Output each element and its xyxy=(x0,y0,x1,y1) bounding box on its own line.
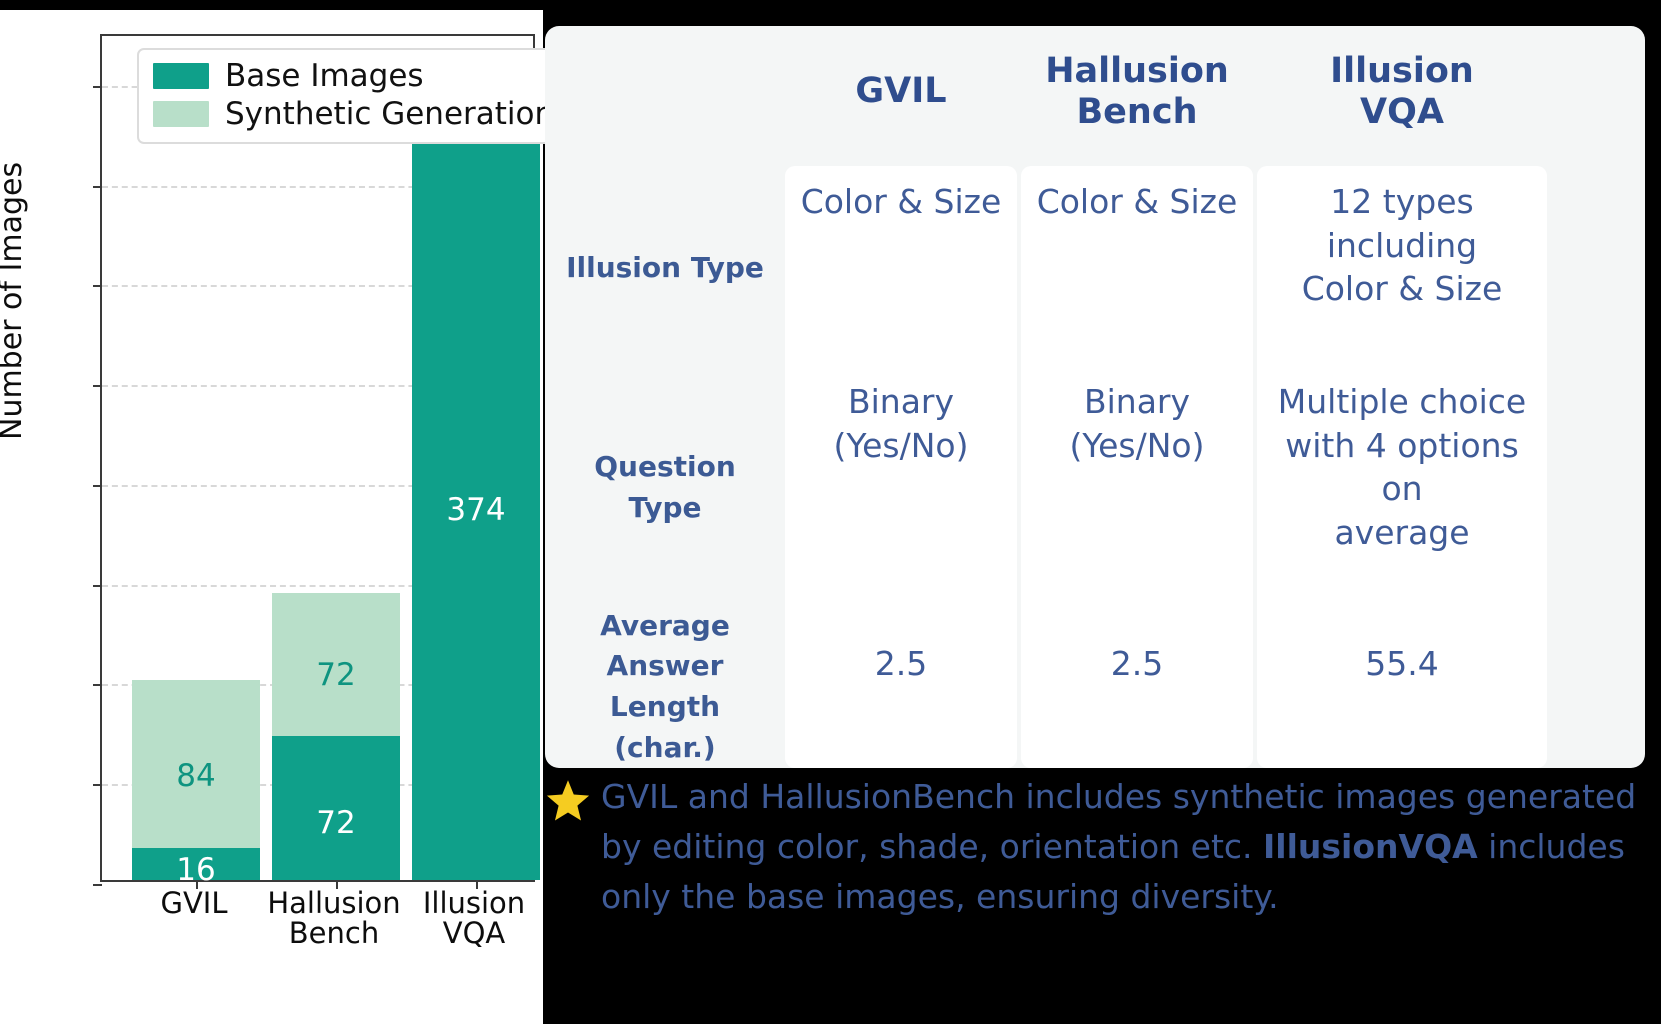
table-cell-question-type-hallusionbench: Binary (Yes/No) xyxy=(1021,370,1253,606)
x-tick-mark xyxy=(476,880,478,889)
table-cell-illusion-type-gvil: Color & Size xyxy=(785,166,1017,370)
row-label-average-answer-length: Average Answer Length (char.) xyxy=(600,608,730,764)
legend-swatch-base-images xyxy=(153,63,209,90)
gridline xyxy=(102,385,533,388)
y-tick-mark xyxy=(93,285,102,288)
footnote: GVIL and HallusionBench includes synthet… xyxy=(545,772,1650,922)
table-cell-avg-length-illusionvqa: 55.4 xyxy=(1257,606,1547,768)
table-cell-avg-length-hallusionbench: 2.5 xyxy=(1021,606,1253,768)
row-label-illusion-type: Illusion Type xyxy=(566,250,764,284)
star-icon xyxy=(546,780,590,821)
row-label-question-type: Question Type xyxy=(594,450,736,524)
legend-label-base-images: Base Images xyxy=(225,58,424,94)
x-tick-label: Hallusion Bench xyxy=(267,886,401,951)
y-tick-mark xyxy=(93,584,102,587)
chart-legend: Base Images Synthetic Generation xyxy=(137,48,573,145)
x-tick-label: Illusion VQA xyxy=(422,886,526,951)
bar-value-label: 84 xyxy=(176,757,216,794)
y-tick-mark xyxy=(93,684,102,687)
gridline xyxy=(102,584,533,587)
legend-swatch-synthetic-generation xyxy=(153,101,209,128)
bar-illusion-vqa xyxy=(412,133,540,880)
bar-value-label: 16 xyxy=(176,851,216,888)
bar-value-label: 72 xyxy=(316,656,356,693)
y-axis-label: Number of Images xyxy=(0,161,29,440)
column-header-hallusionbench: Hallusion Bench xyxy=(1045,50,1229,132)
legend-item-base-images: Base Images xyxy=(153,59,554,94)
bar-segment-synthetic-generation xyxy=(132,680,260,849)
bar-gvil xyxy=(132,680,260,880)
table-cell-question-type-gvil: Binary (Yes/No) xyxy=(785,370,1017,606)
legend-item-synthetic-generation: Synthetic Generation xyxy=(153,95,555,132)
footnote-text: GVIL and HallusionBench includes synthet… xyxy=(601,777,1637,917)
x-tick-mark xyxy=(336,880,338,889)
footnote-emphasis: IllusionVQA xyxy=(1263,827,1478,867)
table-cell-illusion-type-hallusionbench: Color & Size xyxy=(1021,166,1253,370)
column-header-illusionvqa: Illusion VQA xyxy=(1330,50,1474,132)
y-tick-mark xyxy=(93,884,102,886)
gridline xyxy=(102,484,533,487)
bar-value-label: 72 xyxy=(316,804,356,841)
gridline xyxy=(102,185,533,188)
table-cell-illusion-type-illusionvqa: 12 types including Color & Size xyxy=(1257,166,1547,370)
table-corner-cell xyxy=(549,26,781,166)
gridline xyxy=(102,285,533,288)
x-tick-mark xyxy=(196,880,198,889)
bar-segment-base-images xyxy=(412,133,540,880)
table-cell-avg-length-gvil: 2.5 xyxy=(785,606,1017,768)
y-tick-mark xyxy=(93,385,102,388)
legend-label-synthetic-generation: Synthetic Generation xyxy=(225,95,555,132)
bar-value-label: 374 xyxy=(446,491,506,528)
chart-panel: Number of Images 16 84 72 72 374 Base Images… xyxy=(0,10,573,1024)
bar-chart-plot-area: 16 84 72 72 374 Base Images Synthetic Genera… xyxy=(93,34,573,889)
bar-hallusion-bench xyxy=(272,592,400,880)
table-cell-question-type-illusionvqa: Multiple choice with 4 options on averag… xyxy=(1257,370,1547,606)
x-tick-label: GVIL xyxy=(160,886,228,920)
y-tick-mark xyxy=(93,185,102,188)
comparison-table: GVIL Hallusion Bench Illusion VQA Illusi… xyxy=(545,26,1645,768)
comparison-table-panel: GVIL Hallusion Bench Illusion VQA Illusi… xyxy=(545,26,1645,768)
bar-segment-base-images xyxy=(132,848,260,880)
y-tick-mark xyxy=(93,85,102,88)
bar-segment-synthetic-generation xyxy=(272,592,400,737)
column-header-gvil: GVIL xyxy=(855,71,947,112)
y-tick-mark xyxy=(93,484,102,487)
y-tick-mark xyxy=(93,784,102,787)
bar-segment-base-images xyxy=(272,736,400,880)
